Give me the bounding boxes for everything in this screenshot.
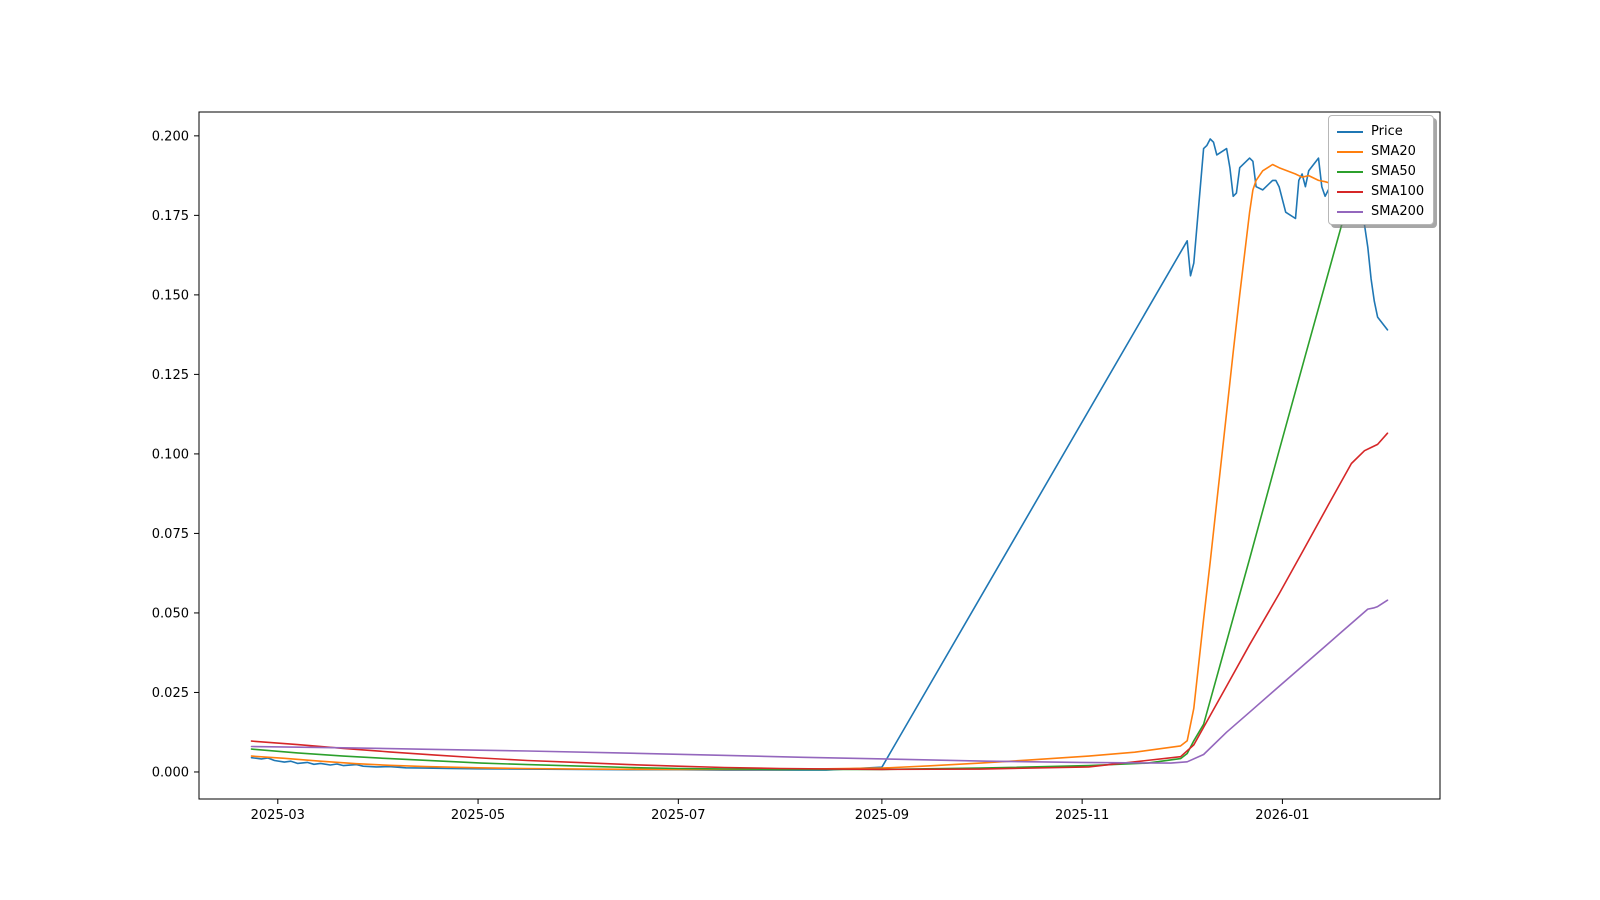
x-tick-label: 2025-11 bbox=[1055, 808, 1109, 823]
legend-label-sma20: SMA20 bbox=[1371, 144, 1416, 159]
legend-entry-price: Price bbox=[1337, 122, 1425, 142]
series-line-sma50 bbox=[250, 144, 1389, 771]
legend-entry-sma50: SMA50 bbox=[1337, 162, 1425, 182]
y-tick-label: 0.125 bbox=[152, 368, 189, 383]
y-tick-label: 0.100 bbox=[152, 447, 189, 462]
legend-label-sma200: SMA200 bbox=[1371, 204, 1425, 219]
y-tick-label: 0.175 bbox=[152, 209, 189, 224]
legend-line-swatch-sma100 bbox=[1337, 191, 1363, 193]
legend-entry-sma200: SMA200 bbox=[1337, 202, 1425, 222]
y-tick-label: 0.000 bbox=[152, 765, 189, 780]
y-tick-label: 0.200 bbox=[152, 129, 189, 144]
legend-entry-sma20: SMA20 bbox=[1337, 142, 1425, 162]
legend-entry-sma100: SMA100 bbox=[1337, 182, 1425, 202]
x-tick-label: 2025-03 bbox=[251, 808, 305, 823]
legend: Price SMA20 SMA50 SMA100 SMA200 bbox=[1328, 115, 1434, 225]
series-line-sma100 bbox=[250, 432, 1389, 771]
legend-line-swatch-price bbox=[1337, 131, 1363, 133]
y-tick-label: 0.025 bbox=[152, 686, 189, 701]
legend-label-price: Price bbox=[1371, 124, 1403, 139]
y-tick-label: 0.150 bbox=[152, 288, 189, 303]
x-tick-label: 2025-09 bbox=[855, 808, 909, 823]
y-tick-label: 0.075 bbox=[152, 527, 189, 542]
legend-line-swatch-sma20 bbox=[1337, 151, 1363, 153]
legend-label-sma100: SMA100 bbox=[1371, 184, 1425, 199]
axes-spines bbox=[198, 111, 1441, 800]
y-tick-label: 0.050 bbox=[152, 606, 189, 621]
legend-line-swatch-sma50 bbox=[1337, 171, 1363, 173]
series-line-sma20 bbox=[250, 163, 1389, 771]
x-tick-label: 2026-01 bbox=[1255, 808, 1309, 823]
legend-line-swatch-sma200 bbox=[1337, 211, 1363, 213]
x-tick-label: 2025-05 bbox=[451, 808, 505, 823]
x-tick-label: 2025-07 bbox=[651, 808, 705, 823]
series-line-sma200 bbox=[250, 599, 1389, 764]
legend-label-sma50: SMA50 bbox=[1371, 164, 1416, 179]
